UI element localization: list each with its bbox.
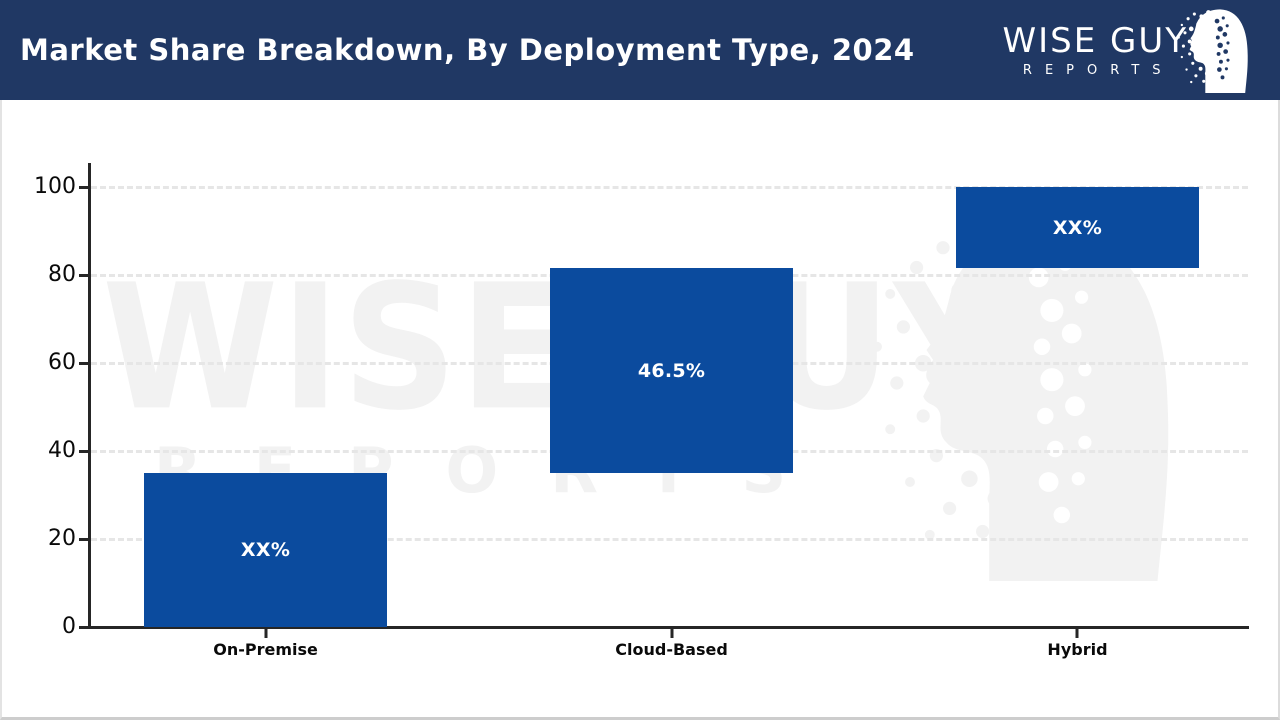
brand-logo: WISE GUY REPORTS <box>1002 7 1266 93</box>
gridline-y-100 <box>91 185 1248 189</box>
x-tick-on-premise <box>264 629 268 638</box>
bar-cloud-based: 46.5% <box>549 268 794 473</box>
y-tick-60 <box>79 361 88 365</box>
y-tick-label-40: 40 <box>48 438 76 463</box>
chart-title: Market Share Breakdown, By Deployment Ty… <box>20 33 915 67</box>
x-tick-hybrid <box>1075 629 1079 638</box>
y-tick-label-80: 80 <box>48 262 76 287</box>
chart-canvas: WISE GUY REPORTS 0 20 40 60 80 100 XX% On-Premi… <box>0 100 1280 720</box>
x-axis-line <box>88 626 1249 629</box>
brand-face-icon <box>1177 9 1248 93</box>
y-tick-20 <box>79 537 88 541</box>
y-tick-40 <box>79 449 88 453</box>
y-tick-label-0: 0 <box>62 614 76 639</box>
bar-value-label: XX% <box>1052 216 1103 239</box>
bar-value-label: 46.5% <box>637 359 706 382</box>
brand-subname: REPORTS <box>1022 62 1174 78</box>
brand-name: WISE GUY <box>1002 20 1188 61</box>
gridline-y-20 <box>91 537 1248 541</box>
plot-area: 0 20 40 60 80 100 XX% On-Premise 46.5% Cloud-Base… <box>34 163 1249 659</box>
y-tick-label-60: 60 <box>48 350 76 375</box>
x-category-label: Cloud-Based <box>615 640 728 659</box>
y-tick-0 <box>79 625 88 629</box>
bar-value-label: XX% <box>240 539 291 561</box>
bar-hybrid: XX% <box>955 187 1200 269</box>
x-tick-cloud-based <box>670 629 674 638</box>
brand-logo-text: WISE GUY REPORTS <box>1002 24 1188 77</box>
bar-on-premise: XX% <box>143 473 388 627</box>
x-category-label: Hybrid <box>1047 640 1108 659</box>
x-category-label: On-Premise <box>213 640 318 659</box>
y-tick-100 <box>79 185 88 189</box>
header-bar: Market Share Breakdown, By Deployment Ty… <box>0 0 1280 100</box>
y-tick-label-20: 20 <box>48 526 76 551</box>
y-tick-label-100: 100 <box>34 174 76 199</box>
y-tick-80 <box>79 273 88 277</box>
y-axis-line <box>88 163 91 628</box>
